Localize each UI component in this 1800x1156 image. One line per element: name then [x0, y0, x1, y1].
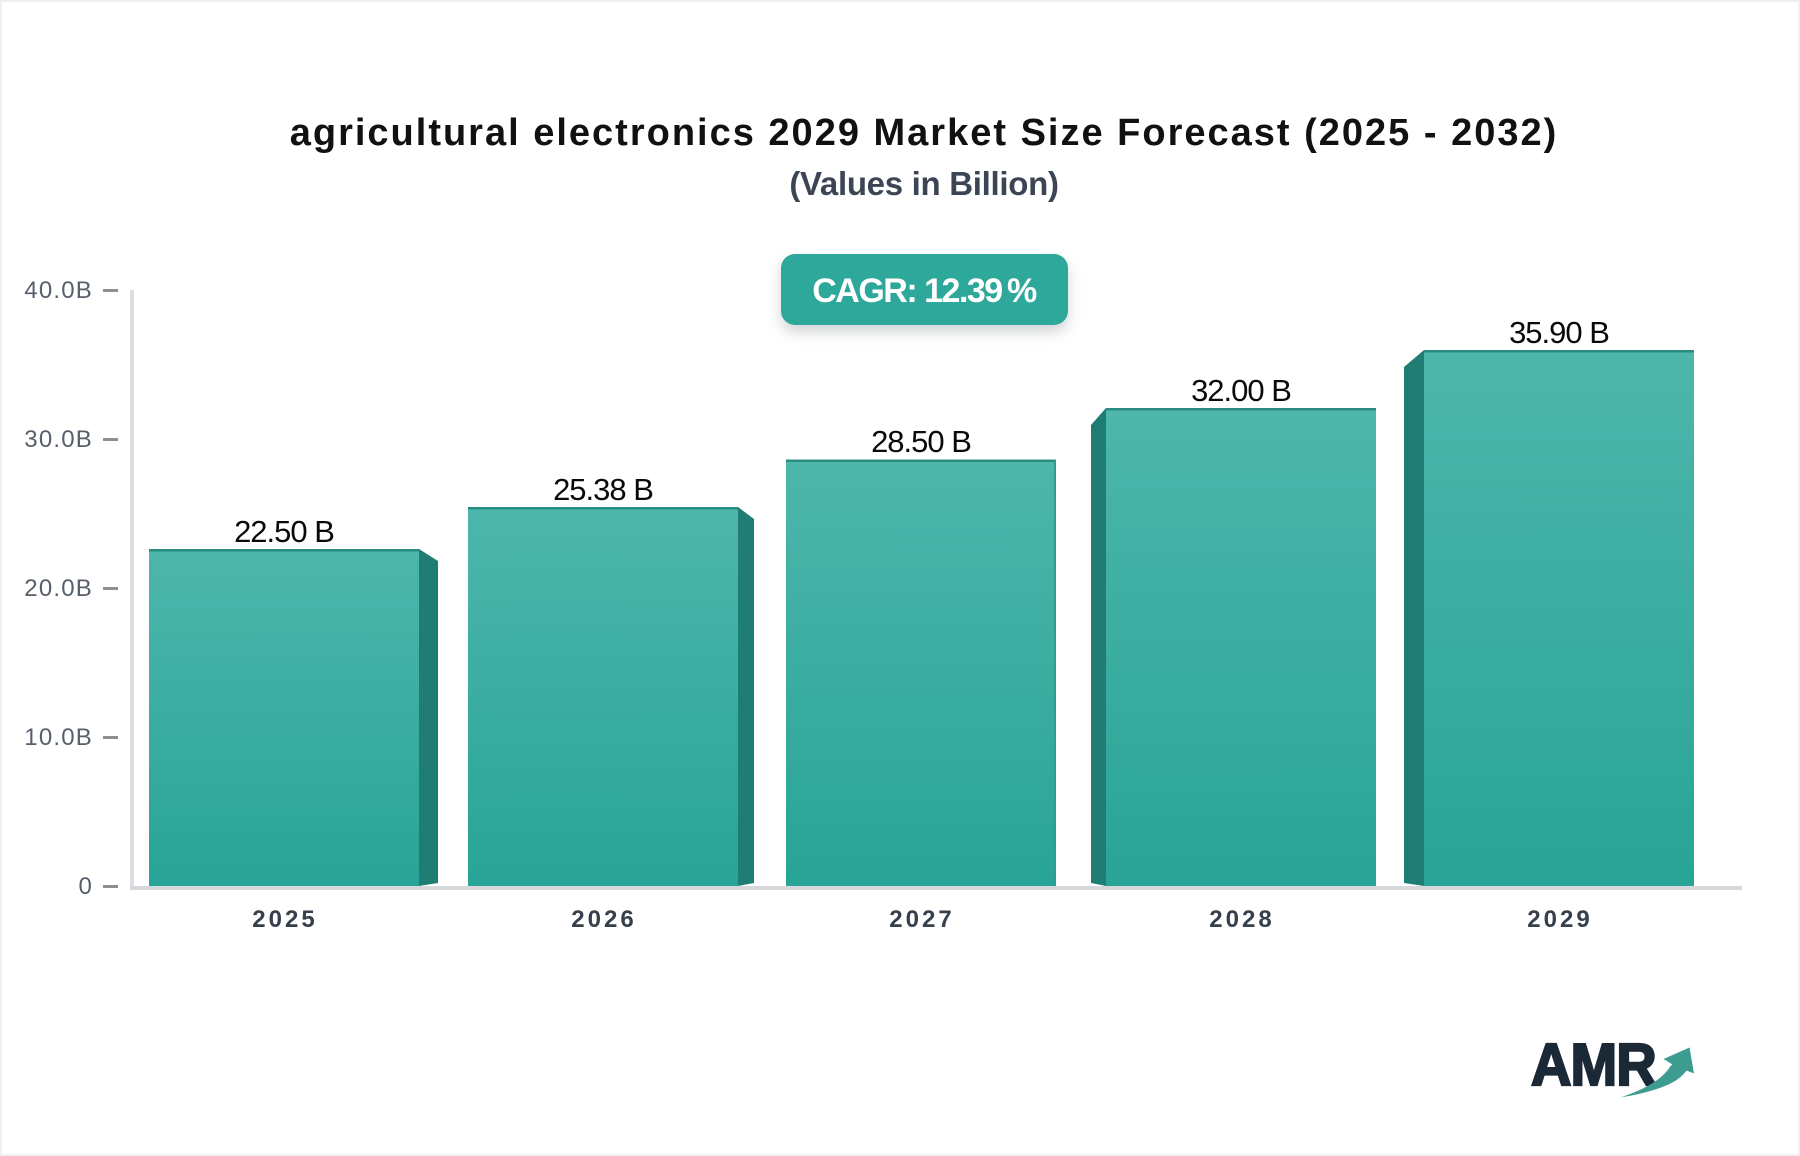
svg-text:2028: 2028	[1209, 906, 1274, 933]
svg-text:25.38 B: 25.38 B	[553, 472, 653, 507]
svg-text:2029: 2029	[1527, 906, 1592, 933]
svg-text:agricultural electronics 2029: agricultural electronics 2029 Market Siz…	[290, 112, 1559, 154]
svg-text:35.90 B: 35.90 B	[1509, 315, 1609, 350]
svg-text:0: 0	[78, 873, 93, 900]
svg-text:40.0B: 40.0B	[24, 277, 93, 304]
svg-text:CAGR: 12.39 %: CAGR: 12.39 %	[812, 272, 1037, 310]
svg-text:2026: 2026	[571, 906, 636, 933]
svg-text:32.00 B: 32.00 B	[1191, 373, 1291, 408]
svg-text:28.50 B: 28.50 B	[871, 424, 971, 459]
svg-text:2025: 2025	[252, 906, 317, 933]
svg-text:22.50 B: 22.50 B	[234, 514, 334, 549]
svg-text:AMR: AMR	[1531, 1033, 1656, 1099]
svg-text:30.0B: 30.0B	[24, 426, 93, 453]
svg-text:10.0B: 10.0B	[24, 724, 93, 751]
svg-text:(Values in Billion): (Values in Billion)	[789, 165, 1058, 202]
svg-text:20.0B: 20.0B	[24, 575, 93, 602]
svg-text:2027: 2027	[889, 906, 954, 933]
